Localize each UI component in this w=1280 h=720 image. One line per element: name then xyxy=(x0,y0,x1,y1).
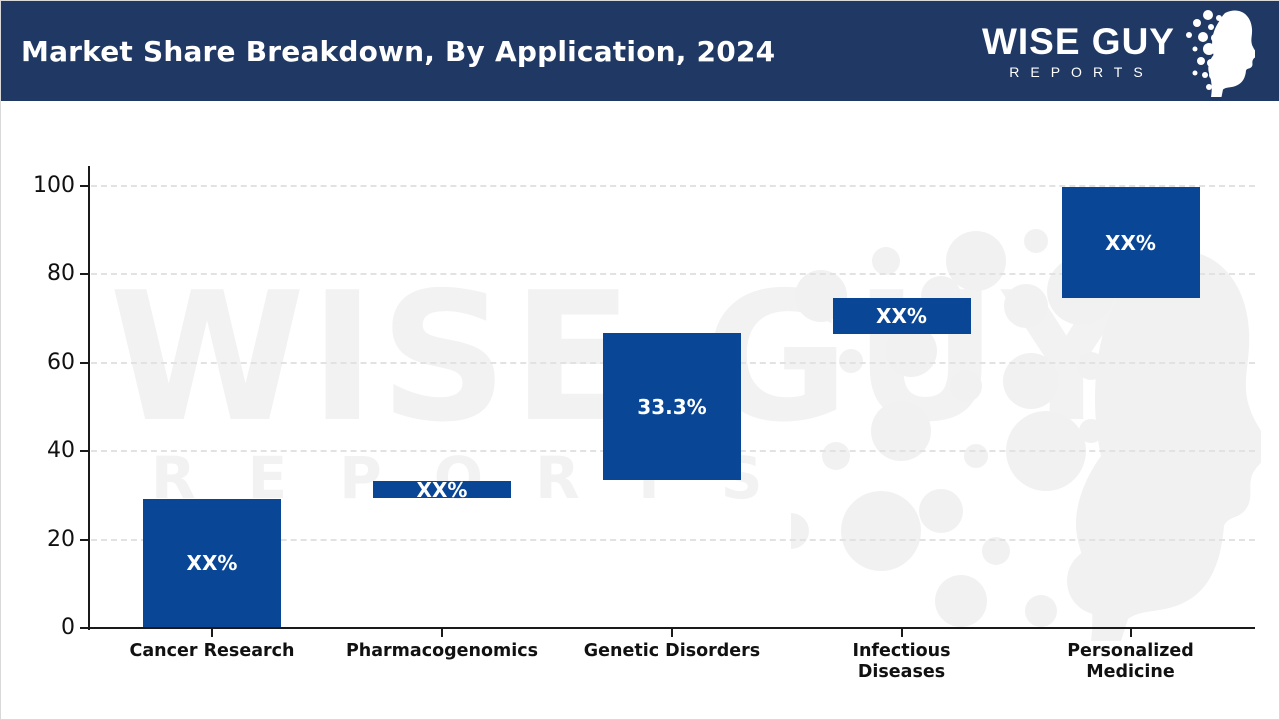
brand-logo: WISE GUY REPORTS xyxy=(982,5,1255,97)
bar-genetic-disorders: 33.3% xyxy=(603,333,741,481)
bar-value-label: XX% xyxy=(186,551,238,576)
bar-value-label: XX% xyxy=(1105,230,1156,255)
gridline-20 xyxy=(91,538,1255,541)
x-tick-2 xyxy=(671,629,673,637)
x-category-label: Infectious Diseases xyxy=(852,641,951,682)
bar-infectious-diseases: XX% xyxy=(832,298,971,334)
x-category-label: Genetic Disorders xyxy=(583,641,761,661)
y-tick-label-100: 100 xyxy=(33,173,75,198)
x-tick-4 xyxy=(1129,629,1132,637)
watermark-face-profile xyxy=(1075,250,1261,641)
brand-name: WISE GUY xyxy=(981,21,1175,62)
y-tick-40 xyxy=(80,450,88,453)
brand-logo-text: WISE GUY REPORTS xyxy=(982,23,1175,79)
x-tick-3 xyxy=(900,629,903,637)
y-axis-line xyxy=(88,166,90,630)
brand-face-icon xyxy=(1186,10,1255,97)
x-axis-line xyxy=(88,627,1255,629)
page-title: Market Share Breakdown, By Application, … xyxy=(21,34,776,68)
y-tick-60 xyxy=(80,361,88,364)
watermark-face-dots xyxy=(791,229,1261,641)
y-tick-0 xyxy=(80,627,88,629)
x-tick-1 xyxy=(441,629,443,637)
bar-personalized-medicine: XX% xyxy=(1061,187,1200,299)
gridline-80 xyxy=(91,273,1255,276)
bar-pharmacogenomics: XX% xyxy=(373,478,511,502)
y-tick-80 xyxy=(80,273,88,276)
x-category-label: Pharmacogenomics xyxy=(345,641,539,661)
y-tick-label-40: 40 xyxy=(47,438,75,464)
y-tick-20 xyxy=(80,538,88,541)
y-tick-100 xyxy=(80,185,88,187)
bar-value-label: 33.3% xyxy=(637,394,707,419)
gridline-100 xyxy=(91,185,1255,187)
brand-subname: REPORTS xyxy=(1009,64,1154,80)
y-tick-label-60: 60 xyxy=(47,349,75,375)
bar-cancer-research: XX% xyxy=(143,498,281,628)
bar-value-label: XX% xyxy=(876,303,927,328)
y-tick-label-0: 0 xyxy=(61,615,75,640)
x-tick-0 xyxy=(211,629,213,637)
x-category-label: Personalized Medicine xyxy=(1067,641,1194,682)
x-category-label: Cancer Research xyxy=(129,641,295,661)
y-tick-label-20: 20 xyxy=(47,526,75,552)
header-bar: Market Share Breakdown, By Application, … xyxy=(1,1,1279,101)
bar-value-label: XX% xyxy=(416,477,468,502)
y-tick-label-80: 80 xyxy=(47,261,75,287)
